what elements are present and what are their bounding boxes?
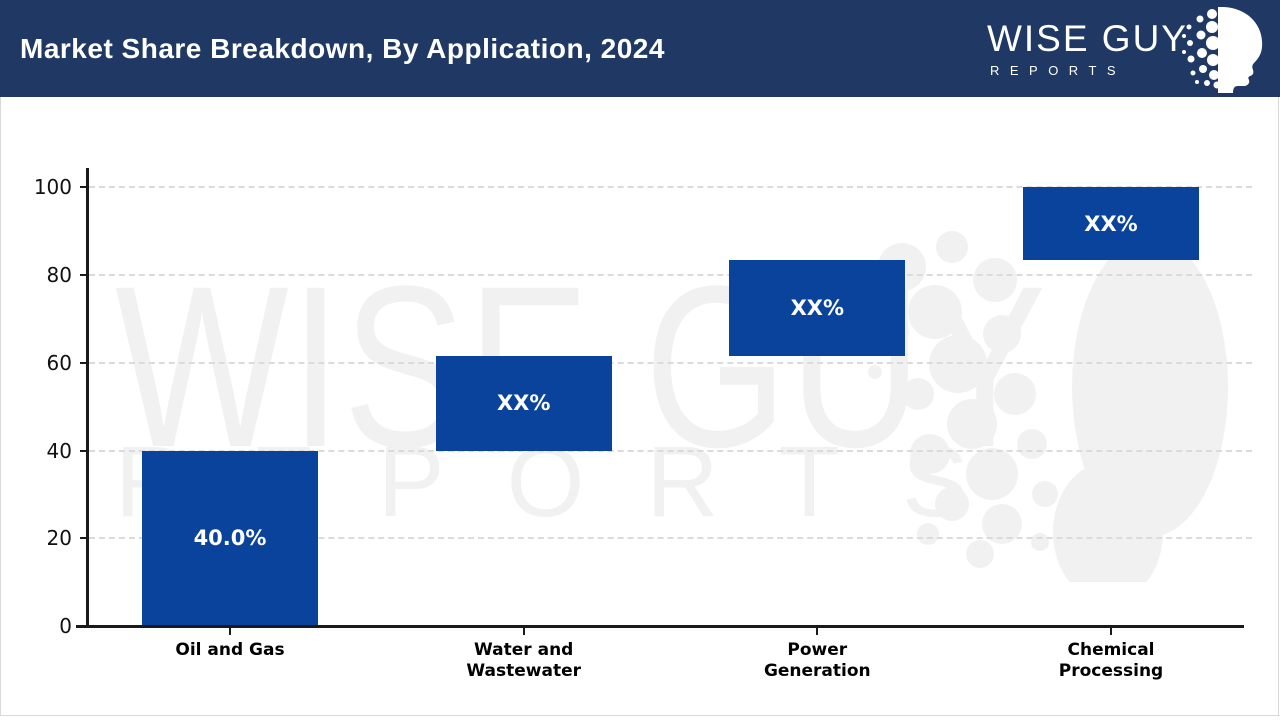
bar-segment: XX% — [1023, 187, 1199, 260]
y-tick-mark — [80, 361, 88, 364]
chart-title: Market Share Breakdown, By Application, … — [20, 32, 665, 64]
x-category-label: Power Generation — [763, 640, 871, 681]
y-tick-label: 60 — [46, 350, 72, 375]
logo-brand-name: WISE GUY — [986, 18, 1188, 59]
y-gridline — [89, 537, 1252, 540]
y-tick-mark — [80, 274, 88, 277]
watermark-dotted-head-icon — [860, 231, 1228, 582]
y-tick-mark — [80, 537, 88, 540]
y-axis-line — [86, 168, 89, 627]
dotted-head-logo-icon — [1182, 6, 1263, 93]
plot-area: 0 20 40 60 80 100 40.0% Oil and Gas XX% Water and… — [0, 97, 1280, 716]
y-tick-mark — [80, 449, 88, 452]
x-category-label: Chemical Processing — [1058, 640, 1164, 681]
y-tick-label: 40 — [46, 438, 72, 463]
bar-value-label: XX% — [790, 296, 845, 321]
bar-segment: 40.0% — [142, 450, 318, 626]
header-bar: Market Share Breakdown, By Application, … — [0, 0, 1280, 97]
x-axis-line — [76, 625, 1244, 628]
y-gridline — [89, 274, 1252, 277]
wise-guy-reports-logo: WISE GUY REPORTS — [987, 5, 1266, 93]
y-gridline — [89, 361, 1252, 364]
y-tick-label: 100 — [33, 175, 72, 200]
x-tick-mark — [229, 628, 231, 635]
y-tick-label: 80 — [46, 263, 72, 288]
y-tick-label: 0 — [59, 614, 72, 638]
x-tick-mark — [816, 628, 819, 635]
frame-border-left — [0, 97, 1, 716]
bar-segment: XX% — [435, 356, 612, 451]
y-gridline — [89, 186, 1252, 189]
frame-border-right — [1278, 97, 1279, 716]
x-tick-mark — [522, 628, 525, 635]
bar-segment: XX% — [729, 259, 906, 357]
bar-value-label: 40.0% — [193, 526, 267, 551]
x-category-label: Water and Wastewater — [466, 640, 581, 681]
y-tick-mark — [80, 186, 88, 189]
y-tick-label: 20 — [46, 526, 72, 551]
logo-text: WISE GUY REPORTS — [987, 20, 1188, 77]
x-tick-mark — [1110, 628, 1112, 635]
y-gridline — [89, 449, 1252, 452]
bar-value-label: XX% — [496, 391, 551, 416]
frame-border-bottom — [0, 715, 1280, 716]
logo-brand-subtitle: REPORTS — [989, 63, 1127, 78]
bar-value-label: XX% — [1084, 211, 1138, 236]
x-category-label: Oil and Gas — [175, 640, 285, 660]
